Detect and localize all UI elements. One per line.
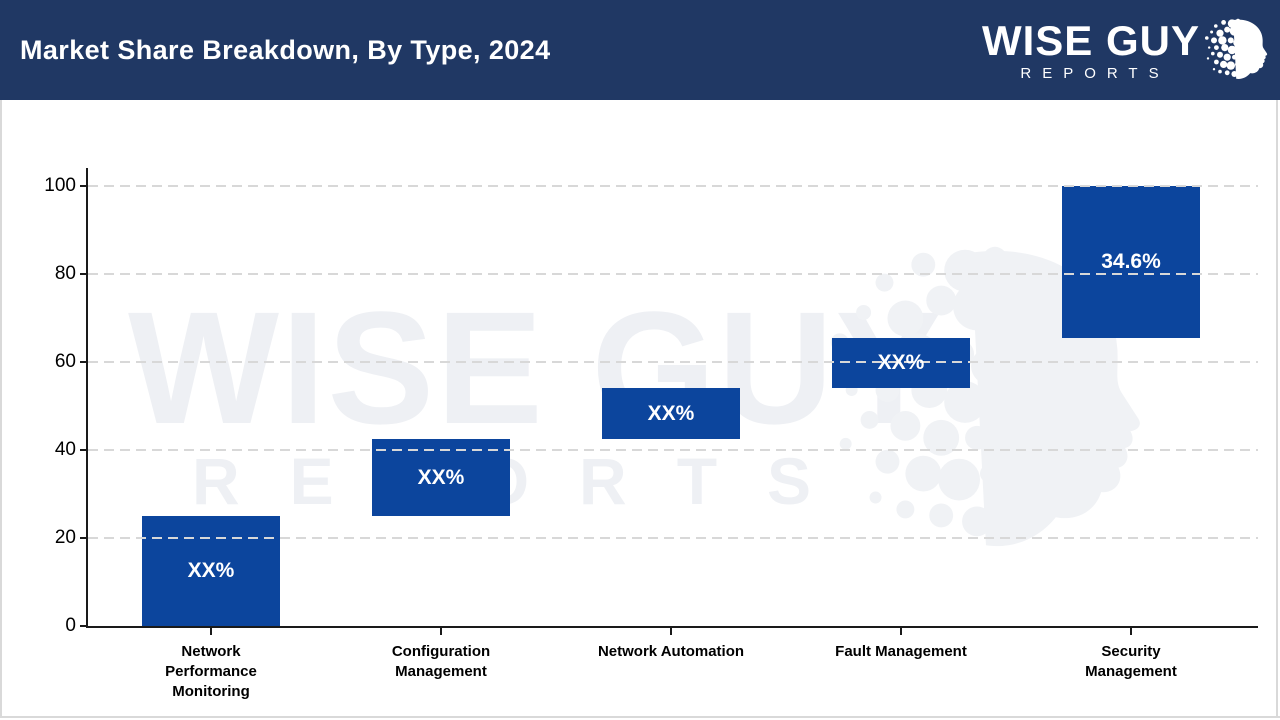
category-label-5: Security Management	[1085, 643, 1177, 680]
dotted-head-logo-icon	[1205, 18, 1268, 79]
gridline-y-40	[88, 449, 1258, 451]
y-tick-0	[80, 625, 88, 627]
category-label-2: Configuration Management	[391, 643, 491, 680]
y-tick-label-100: 100	[44, 175, 76, 196]
category-label-1: Network Performance Monitoring	[165, 643, 257, 700]
gridline-y-60	[88, 361, 1258, 363]
bar-2	[372, 439, 510, 516]
left-page-border	[0, 100, 2, 718]
y-tick-label-40: 40	[54, 439, 76, 460]
bottom-page-border	[0, 716, 1280, 718]
x-tick-5	[1130, 628, 1132, 635]
bar-value-label-2: XX%	[417, 465, 465, 489]
y-tick-100	[80, 185, 88, 187]
x-axis-line	[86, 626, 1258, 628]
bar-5	[1062, 186, 1200, 339]
chart-title: Market Share Breakdown, By Type, 2024	[20, 34, 551, 65]
y-tick-60	[80, 361, 88, 363]
y-tick-label-20: 20	[54, 527, 76, 548]
y-tick-label-60: 60	[54, 351, 76, 372]
gridline-y-20	[88, 537, 1258, 539]
logo-brand-text: WISE GUY	[981, 16, 1200, 64]
bar-value-label-1: XX%	[187, 559, 235, 582]
category-label-3: Network Automation	[597, 643, 745, 660]
bar-value-label-5: 34.6%	[1101, 250, 1161, 274]
x-tick-3	[670, 628, 672, 635]
y-tick-label-80: 80	[54, 263, 76, 284]
bar-value-label-4: XX%	[877, 351, 925, 375]
wise-guy-reports-logo: WISE GUY REPORTS	[982, 6, 1280, 94]
watermark-sub-text: REPORTS	[192, 444, 862, 518]
category-label-4: Fault Management	[835, 643, 967, 660]
bar-value-label-3: XX%	[647, 401, 695, 425]
watermark-brand-text: WISE GUY	[128, 278, 945, 457]
bar-4	[832, 338, 970, 389]
bar-3	[602, 388, 740, 439]
y-axis-line	[86, 168, 88, 628]
header-bar: Market Share Breakdown, By Type, 2024 WI…	[0, 0, 1280, 100]
right-page-border	[1276, 100, 1278, 718]
bar-1	[142, 516, 280, 626]
y-tick-80	[80, 273, 88, 275]
logo-text: WISE GUY REPORTS	[981, 16, 1200, 82]
gridline-y-80	[88, 273, 1258, 275]
logo-sub-text: REPORTS	[1020, 64, 1170, 82]
x-tick-1	[210, 628, 212, 635]
y-tick-20	[80, 537, 88, 539]
waterfall-chart-area: WISE GUY REPORTS 0 20 40 60 80 100 XX% Network …	[0, 100, 1280, 720]
x-tick-2	[440, 628, 442, 635]
gridline-y-100	[88, 185, 1258, 187]
y-tick-label-0: 0	[65, 615, 76, 636]
x-tick-4	[900, 628, 902, 635]
y-tick-40	[80, 449, 88, 451]
